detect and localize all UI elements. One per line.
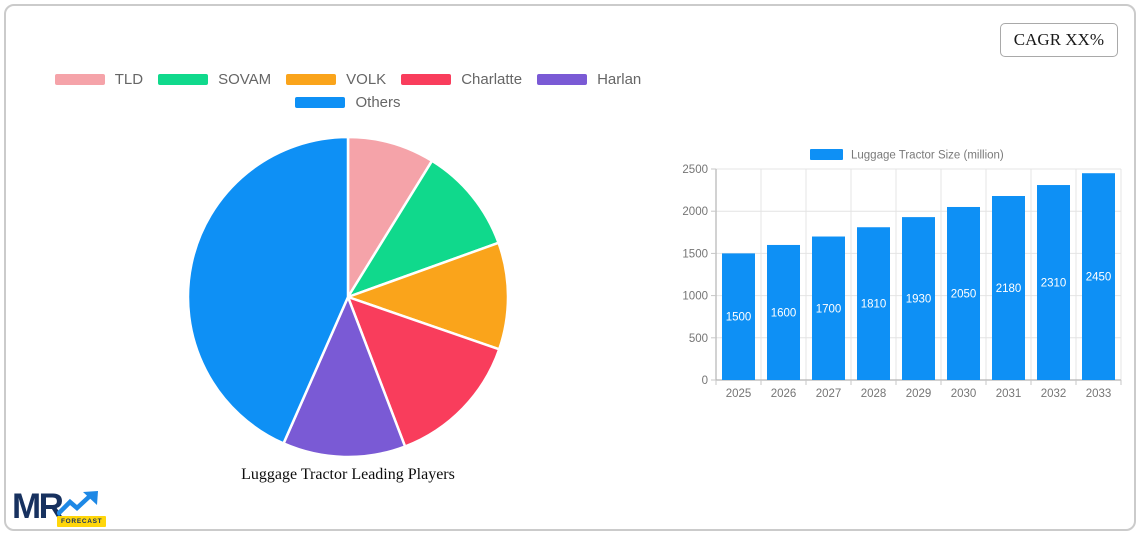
x-tick-label-2026: 2026 xyxy=(771,388,797,400)
bar-2033[interactable] xyxy=(1082,173,1115,380)
y-tick-label: 0 xyxy=(702,375,708,387)
legend-label: SOVAM xyxy=(218,71,272,88)
bar-2028[interactable] xyxy=(857,227,890,380)
bar-value-label-2030: 2050 xyxy=(951,288,977,300)
pie-legend-row: Others xyxy=(295,94,401,111)
legend-item-tld[interactable]: TLD xyxy=(54,71,144,88)
legend-label: Harlan xyxy=(597,71,642,88)
legend-swatch-others xyxy=(295,97,346,108)
bar-2029[interactable] xyxy=(902,217,935,380)
pie-slice-charlatte[interactable] xyxy=(346,295,501,448)
pie-slice-harlan[interactable] xyxy=(282,295,407,459)
legend-label: Charlatte xyxy=(461,71,523,88)
bar-legend-label[interactable]: Luggage Tractor Size (million) xyxy=(851,150,1004,162)
legend-label: Others xyxy=(355,94,401,111)
bar-value-label-2032: 2310 xyxy=(1041,278,1067,290)
bar-2027[interactable] xyxy=(812,236,845,380)
x-tick-label-2028: 2028 xyxy=(861,388,887,400)
y-tick-label: 2000 xyxy=(682,206,708,218)
logo-text: MR xyxy=(12,487,64,526)
x-tick-label-2025: 2025 xyxy=(726,388,752,400)
pie-slice-others[interactable] xyxy=(186,135,350,445)
bar-2026[interactable] xyxy=(767,244,800,380)
bar-value-label-2026: 1600 xyxy=(771,307,797,319)
y-tick-label: 500 xyxy=(689,333,708,345)
bar-value-label-2029: 1930 xyxy=(906,294,932,306)
legend-label: VOLK xyxy=(346,71,387,88)
bar-value-label-2028: 1810 xyxy=(861,299,887,311)
pie-chart-title: Luggage Tractor Leading Players xyxy=(241,466,455,483)
x-tick-label-2029: 2029 xyxy=(906,388,932,400)
pie-slice-tld[interactable] xyxy=(346,135,434,299)
bar-value-label-2025: 1500 xyxy=(726,312,752,324)
bar-2025[interactable] xyxy=(722,253,755,380)
x-tick-label-2032: 2032 xyxy=(1041,388,1067,400)
bar-2030[interactable] xyxy=(947,206,980,380)
bar-value-label-2031: 2180 xyxy=(996,283,1022,295)
bar-chart: 0 500 1000 1500 2000 2500 2025 2026 2027 2028 2029… xyxy=(682,149,1122,400)
pie-slice-volk[interactable] xyxy=(346,241,510,351)
y-tick-label: 2500 xyxy=(682,164,708,176)
legend-swatch-charlatte xyxy=(401,74,452,85)
legend-swatch-harlan xyxy=(537,74,588,85)
legend-swatch-tld xyxy=(54,74,105,85)
legend-item-others[interactable]: Others xyxy=(295,94,401,111)
mr-forecast-logo: MR FORECAST xyxy=(12,489,112,531)
logo-badge: FORECAST xyxy=(57,516,107,527)
bar-legend-swatch[interactable] xyxy=(810,149,843,160)
pie-slice-sovam[interactable] xyxy=(346,159,500,299)
trend-arrow-icon xyxy=(57,491,98,517)
legend-item-volk[interactable]: VOLK xyxy=(286,71,386,88)
bar-value-label-2033: 2450 xyxy=(1086,272,1112,284)
legend-item-harlan[interactable]: Harlan xyxy=(537,71,641,88)
x-tick-label-2033: 2033 xyxy=(1086,388,1112,400)
x-tick-label-2027: 2027 xyxy=(816,388,842,400)
pie-legend-row: TLD SOVAM VOLK Charlatte Harlan xyxy=(54,71,641,88)
bar-2031[interactable] xyxy=(992,196,1025,380)
legend-item-charlatte[interactable]: Charlatte xyxy=(401,71,522,88)
legend-swatch-sovam xyxy=(158,74,209,85)
pie-legend: TLD SOVAM VOLK Charlatte Harlan Others xyxy=(20,71,676,111)
bar-value-label-2027: 1700 xyxy=(816,303,842,315)
legend-item-sovam[interactable]: SOVAM xyxy=(158,71,271,88)
y-tick-label: 1000 xyxy=(682,291,708,303)
legend-label: TLD xyxy=(114,71,144,88)
x-tick-label-2031: 2031 xyxy=(996,388,1022,400)
cagr-badge: CAGR XX% xyxy=(999,23,1118,57)
y-tick-label: 1500 xyxy=(682,248,708,260)
pie-chart xyxy=(186,135,510,459)
x-tick-label-2030: 2030 xyxy=(951,388,977,400)
bar-2032[interactable] xyxy=(1037,185,1070,380)
legend-swatch-volk xyxy=(286,74,337,85)
